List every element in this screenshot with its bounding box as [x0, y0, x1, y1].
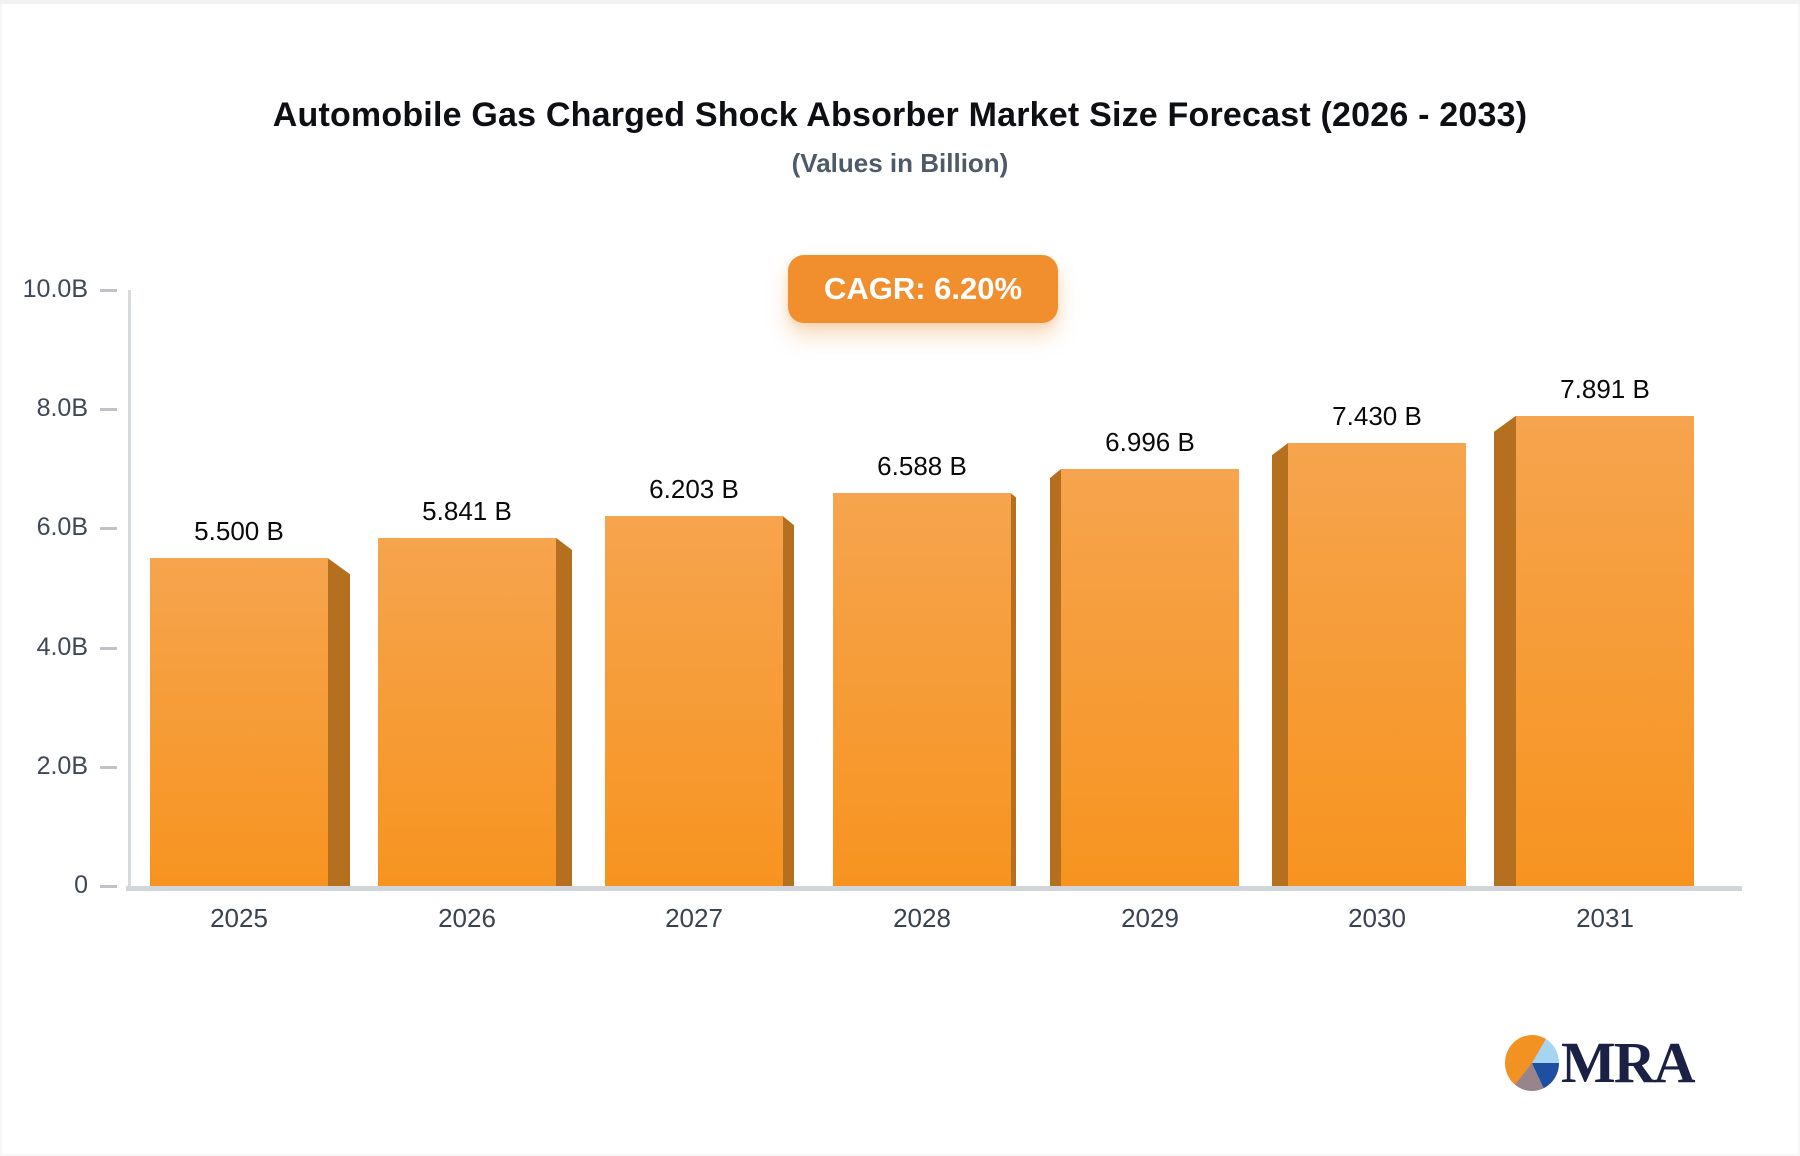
y-tick-label: 4.0B: [36, 632, 88, 661]
bar-2025: [150, 558, 328, 886]
bar-value-label: 5.500 B: [194, 516, 284, 547]
x-axis-label-2025: 2025: [210, 903, 268, 933]
bar-2030: [1288, 443, 1466, 886]
y-tick-label: 2.0B: [36, 751, 88, 780]
y-axis-line: [128, 290, 131, 889]
y-tick-label: 8.0B: [36, 394, 88, 423]
bar-value-label: 7.891 B: [1560, 373, 1650, 404]
y-tick-label: 6.0B: [36, 513, 88, 542]
x-axis-label-2031: 2031: [1576, 903, 1634, 933]
bar-side-2027: [783, 516, 794, 886]
x-axis-line: [126, 886, 1742, 891]
x-axis-label-2029: 2029: [1121, 903, 1179, 933]
bar-side-2030: [1272, 443, 1288, 886]
pie-chart-logo-icon: [1505, 1035, 1559, 1091]
bar-side-2029: [1050, 469, 1061, 886]
x-axis-label-2027: 2027: [665, 903, 723, 933]
bar-2029: [1061, 469, 1239, 886]
bar-side-2028: [1011, 493, 1016, 886]
chart-title: Automobile Gas Charged Shock Absorber Ma…: [272, 96, 1528, 134]
chart-subtitle: (Values in Billion): [791, 148, 1009, 178]
bar-side-2025: [328, 558, 350, 886]
bar-2026: [378, 537, 556, 886]
y-tick-label: 10.0B: [22, 275, 88, 303]
bar-value-label: 5.841 B: [422, 495, 512, 526]
y-tick-mark: [100, 408, 117, 412]
bar-value-label: 7.430 B: [1332, 401, 1422, 432]
mra-logo-text: MRA: [1561, 1030, 1696, 1095]
bar-value-label: 6.203 B: [649, 474, 739, 505]
bar-side-2031: [1494, 415, 1516, 886]
cagr-badge-label: CAGR: 6.20%: [823, 271, 1023, 306]
y-tick-mark: [100, 765, 117, 769]
y-tick-mark: [100, 527, 117, 531]
bar-2027: [605, 516, 783, 886]
mra-logo: MRA: [1505, 1030, 1696, 1095]
y-tick-mark: [100, 646, 117, 650]
bar-value-label: 6.996 B: [1105, 427, 1195, 458]
bar-value-label: 6.588 B: [877, 451, 967, 482]
x-axis-label-2030: 2030: [1348, 903, 1406, 933]
x-axis-label-2026: 2026: [438, 903, 496, 933]
y-tick-mark: [100, 289, 117, 292]
y-tick-label: 0: [74, 871, 88, 899]
bar-side-2026: [556, 537, 572, 886]
bar-2031: [1516, 415, 1694, 886]
bar-2028: [833, 493, 1011, 886]
cagr-badge: CAGR: 6.20%: [788, 255, 1058, 323]
x-axis-label-2028: 2028: [893, 903, 951, 933]
y-tick-mark: [100, 885, 117, 888]
